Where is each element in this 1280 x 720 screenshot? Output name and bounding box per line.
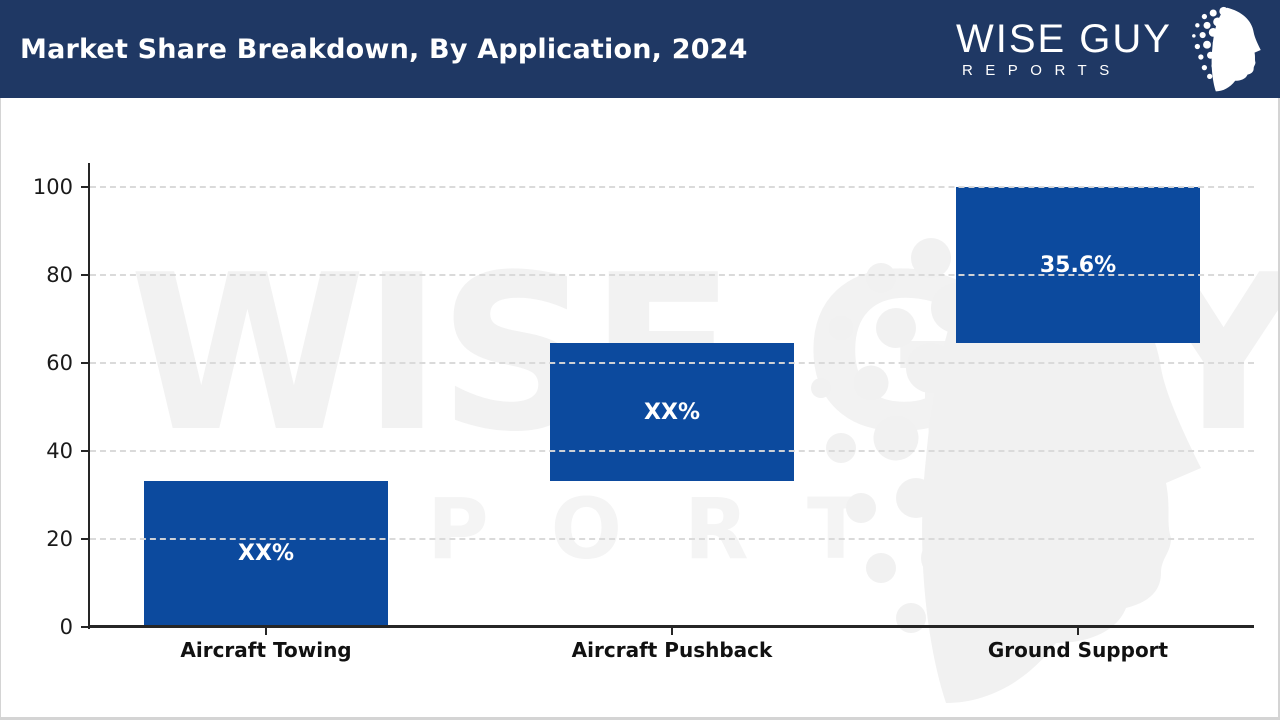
y-tick-mark xyxy=(81,361,88,364)
bar-value-label: XX% xyxy=(644,399,700,425)
y-tick-mark xyxy=(81,449,88,452)
y-gridline xyxy=(90,273,1254,276)
y-tick-label: 40 xyxy=(46,438,73,463)
y-tick-label: 100 xyxy=(32,174,73,199)
y-tick-mark xyxy=(81,625,88,628)
bar-segment: XX% xyxy=(144,480,388,627)
logo-brand-text: WISE GUY xyxy=(955,16,1172,61)
x-tick-mark xyxy=(265,628,267,635)
header: Market Share Breakdown, By Application, … xyxy=(0,0,1280,98)
y-tick-mark xyxy=(81,273,88,276)
bar-value-label: XX% xyxy=(238,541,294,567)
y-gridline xyxy=(90,361,1254,364)
y-tick-label: 60 xyxy=(46,350,73,375)
logo-wordmark: WISE GUY REPORTS xyxy=(956,19,1172,80)
y-axis-line xyxy=(88,163,90,629)
logo-head-icon xyxy=(1192,6,1261,92)
x-category-label: Aircraft Pushback xyxy=(571,638,773,662)
x-tick-mark xyxy=(1077,628,1079,635)
wiseguy-logo: WISE GUY REPORTS xyxy=(956,4,1266,94)
y-gridline xyxy=(90,185,1254,188)
y-gridline xyxy=(90,537,1254,540)
x-category-label: Aircraft Towing xyxy=(180,638,352,662)
y-tick-label: 20 xyxy=(46,526,73,551)
bar-segment: 35.6% xyxy=(956,186,1200,344)
chart-title: Market Share Breakdown, By Application, … xyxy=(20,33,748,65)
x-tick-mark xyxy=(671,628,673,635)
y-tick-mark xyxy=(81,185,88,188)
bar-segment: XX% xyxy=(550,343,794,481)
x-category-label: Ground Support xyxy=(987,638,1169,662)
y-gridline xyxy=(90,449,1254,452)
y-tick-label: 80 xyxy=(46,262,73,287)
x-axis-line xyxy=(88,625,1254,628)
y-tick-mark xyxy=(81,537,88,540)
chart-canvas: WISE GUY REPORTS 0 20 40 60 80 100 XX% XX% 35. xyxy=(0,98,1280,720)
y-tick-label: 0 xyxy=(59,614,73,639)
logo-sub-text: REPORTS xyxy=(961,61,1122,79)
